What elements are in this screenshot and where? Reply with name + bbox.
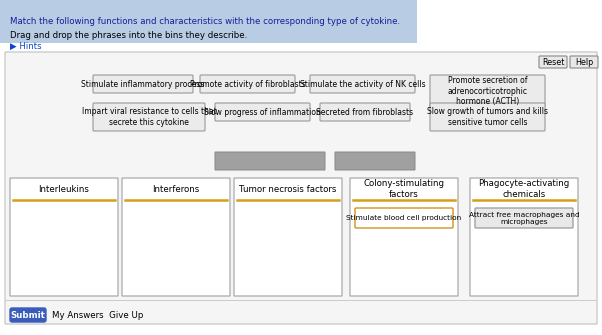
FancyBboxPatch shape [539,56,567,68]
Text: Interleukins: Interleukins [39,185,90,194]
FancyBboxPatch shape [215,152,325,170]
Text: Impart viral resistance to cells that
secrete this cytokine: Impart viral resistance to cells that se… [81,107,217,127]
FancyBboxPatch shape [430,103,545,131]
FancyBboxPatch shape [93,75,193,93]
Text: My Answers  Give Up: My Answers Give Up [52,311,143,320]
FancyBboxPatch shape [10,178,118,296]
FancyBboxPatch shape [430,75,545,107]
Text: Attract free macrophages and
microphages: Attract free macrophages and microphages [469,211,579,224]
Text: Slow growth of tumors and kills
sensitive tumor cells: Slow growth of tumors and kills sensitiv… [427,107,548,127]
Text: Help: Help [575,58,593,67]
FancyBboxPatch shape [122,178,230,296]
Text: Part D: Part D [5,5,39,15]
FancyBboxPatch shape [310,75,415,93]
Text: Tumor necrosis factors: Tumor necrosis factors [240,185,337,194]
Text: Promote secretion of
adrenocorticotrophic
hormone (ACTH): Promote secretion of adrenocorticotrophi… [447,76,527,106]
Text: Phagocyte-activating
chemicals: Phagocyte-activating chemicals [479,179,569,199]
Text: Promote activity of fibroblasts: Promote activity of fibroblasts [190,79,305,88]
FancyBboxPatch shape [5,52,597,324]
Text: ▶ Hints: ▶ Hints [10,42,42,51]
Text: Match the following functions and characteristics with the corresponding type of: Match the following functions and charac… [10,17,400,26]
Text: Stimulate inflammatory process: Stimulate inflammatory process [81,79,205,88]
Text: Colony-stimulating
factors: Colony-stimulating factors [364,179,444,199]
FancyBboxPatch shape [200,75,295,93]
Text: Slow progress of inflammation: Slow progress of inflammation [204,108,321,117]
FancyBboxPatch shape [215,103,310,121]
FancyBboxPatch shape [234,178,342,296]
FancyBboxPatch shape [320,103,410,121]
FancyBboxPatch shape [93,103,205,131]
Text: - Functions and Characteristics of Cytokines: - Functions and Characteristics of Cytok… [29,5,247,15]
Text: Secreted from fibroblasts: Secreted from fibroblasts [317,108,414,117]
Text: Submit: Submit [11,311,45,320]
FancyBboxPatch shape [470,178,578,296]
FancyBboxPatch shape [570,56,598,68]
FancyBboxPatch shape [5,300,597,301]
Text: Interferons: Interferons [152,185,200,194]
FancyBboxPatch shape [475,208,573,228]
Text: Stimulate the activity of NK cells: Stimulate the activity of NK cells [300,79,425,88]
FancyBboxPatch shape [355,208,453,228]
FancyBboxPatch shape [350,178,458,296]
Text: Stimulate blood cell production: Stimulate blood cell production [346,215,462,221]
Text: Reset: Reset [542,58,564,67]
Text: Drag and drop the phrases into the bins they describe.: Drag and drop the phrases into the bins … [10,31,247,40]
FancyBboxPatch shape [10,308,46,322]
FancyBboxPatch shape [335,152,415,170]
